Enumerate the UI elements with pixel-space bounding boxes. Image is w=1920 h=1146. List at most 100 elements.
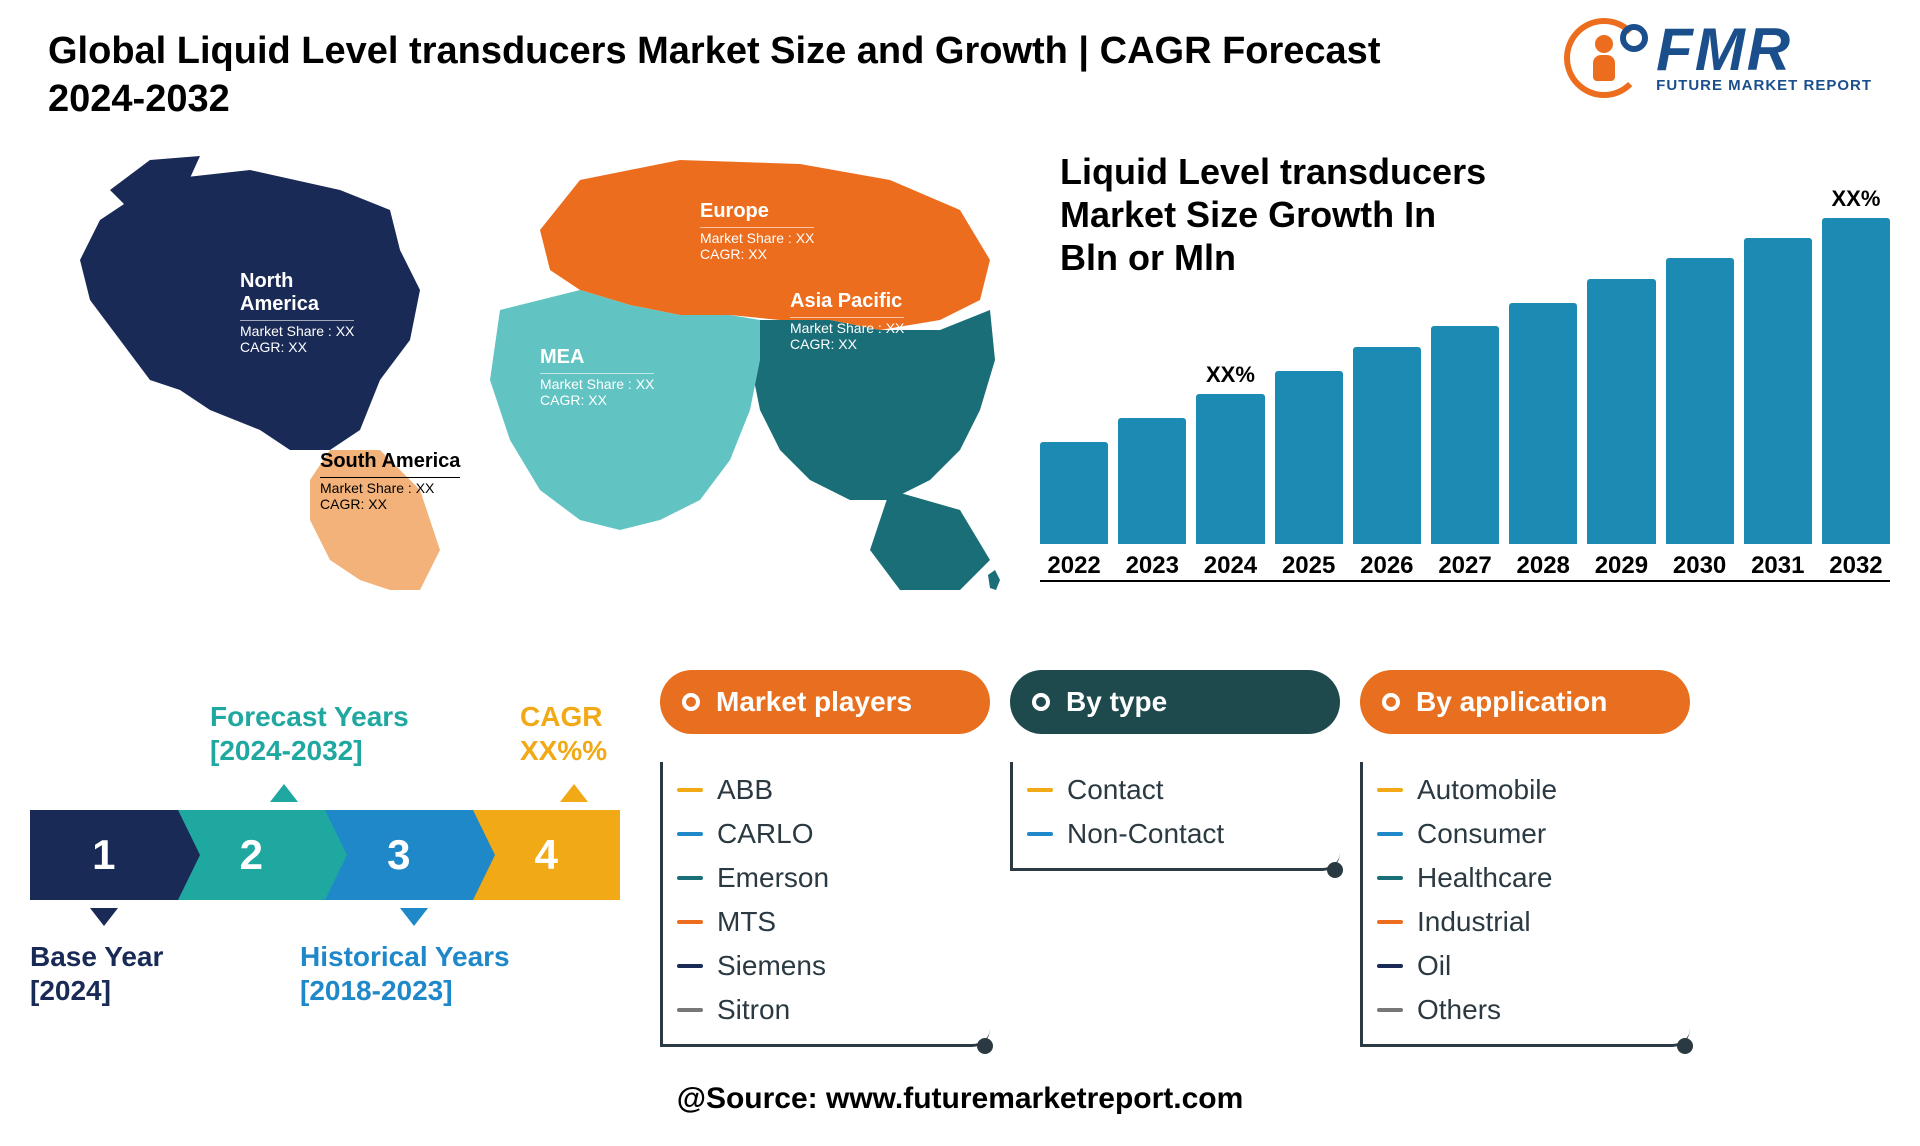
timeline-label-1: CAGRXX%% — [520, 700, 607, 767]
pill-title: By type — [1066, 686, 1167, 718]
list-item: Non-Contact — [1027, 812, 1340, 856]
region-label-sa: South AmericaMarket Share : XXCAGR: XX — [320, 450, 460, 512]
pill-header-2: By application — [1360, 670, 1690, 734]
timeline-arrow-3 — [400, 908, 428, 926]
bar-label-2025: 2025 — [1282, 552, 1335, 580]
list-item: Sitron — [677, 988, 990, 1032]
pill-list-1: Contact Non-Contact — [1010, 762, 1340, 871]
page-title: Global Liquid Level transducers Market S… — [48, 28, 1380, 123]
bar-2029: 2029 — [1587, 251, 1655, 580]
pill-dot-icon — [1032, 693, 1050, 711]
list-item-label: Sitron — [717, 994, 790, 1026]
bar-annot-2032: XX% — [1832, 186, 1881, 212]
list-item: Others — [1377, 988, 1690, 1032]
region-label-eu: EuropeMarket Share : XXCAGR: XX — [700, 200, 814, 262]
list-item-label: Industrial — [1417, 906, 1531, 938]
list-item-label: Contact — [1067, 774, 1164, 806]
tick-icon — [677, 964, 703, 968]
bar-2023: 2023 — [1118, 390, 1186, 580]
tick-icon — [1027, 788, 1053, 792]
title-line-2: 2024-2032 — [48, 78, 230, 120]
tick-icon — [1377, 1008, 1403, 1012]
pill-title: By application — [1416, 686, 1607, 718]
chart-baseline — [1040, 580, 1890, 582]
bar-label-2030: 2030 — [1673, 552, 1726, 580]
bar-2022: 2022 — [1040, 414, 1108, 580]
title-line-1: Global Liquid Level transducers Market S… — [48, 30, 1380, 72]
logo-text-small: FUTURE MARKET REPORT — [1656, 77, 1872, 94]
list-item: CARLO — [677, 812, 990, 856]
bar-label-2028: 2028 — [1517, 552, 1570, 580]
tick-icon — [1377, 832, 1403, 836]
tick-icon — [677, 876, 703, 880]
pill-block-1: By type Contact Non-Contact — [1010, 670, 1340, 871]
timeline-arrow-0 — [270, 784, 298, 802]
pill-block-2: By application Automobile Consumer Healthca… — [1360, 670, 1690, 1047]
timeline-step-4: 4 — [473, 810, 621, 900]
list-item: MTS — [677, 900, 990, 944]
bar-chart: 20222023XX%20242025202620272028202920302… — [1040, 200, 1890, 580]
list-item: Healthcare — [1377, 856, 1690, 900]
bar-2030: 2030 — [1666, 230, 1734, 580]
pill-title: Market players — [716, 686, 912, 718]
timeline-step-2: 2 — [178, 810, 326, 900]
pill-list-2: Automobile Consumer Healthcare Industrial Oi… — [1360, 762, 1690, 1047]
timeline-step-1: 1 — [30, 810, 178, 900]
bar-label-2024: 2024 — [1204, 552, 1257, 580]
list-item: ABB — [677, 768, 990, 812]
list-item: Industrial — [1377, 900, 1690, 944]
timeline-label-0: Forecast Years[2024-2032] — [210, 700, 409, 767]
list-item-label: Siemens — [717, 950, 826, 982]
world-map: NorthAmericaMarket Share : XXCAGR: XX Sou… — [60, 150, 1000, 590]
tick-icon — [677, 788, 703, 792]
list-item-label: Automobile — [1417, 774, 1557, 806]
bar-label-2023: 2023 — [1126, 552, 1179, 580]
list-item-label: Healthcare — [1417, 862, 1552, 894]
timeline-label-2: Base Year[2024] — [30, 940, 163, 1007]
tick-icon — [1027, 832, 1053, 836]
timeline-steps: 1234 — [30, 810, 620, 900]
region-label-ap: Asia PacificMarket Share : XXCAGR: XX — [790, 290, 904, 352]
region-nz — [988, 570, 1000, 590]
tick-icon — [677, 832, 703, 836]
pill-dot-icon — [1382, 693, 1400, 711]
bar-label-2029: 2029 — [1595, 552, 1648, 580]
bar-2027: 2027 — [1431, 298, 1499, 580]
region-label-na: NorthAmericaMarket Share : XXCAGR: XX — [240, 270, 354, 355]
list-item: Oil — [1377, 944, 1690, 988]
timeline-arrow-1 — [560, 784, 588, 802]
bar-2032: XX% 2032 — [1822, 186, 1890, 580]
list-item: Automobile — [1377, 768, 1690, 812]
region-label-mea: MEAMarket Share : XXCAGR: XX — [540, 346, 654, 408]
list-item-label: MTS — [717, 906, 776, 938]
bar-2026: 2026 — [1353, 319, 1421, 580]
list-item-label: Others — [1417, 994, 1501, 1026]
list-item: Siemens — [677, 944, 990, 988]
list-item: Consumer — [1377, 812, 1690, 856]
region-mea — [490, 290, 760, 530]
list-item-label: Emerson — [717, 862, 829, 894]
list-item: Emerson — [677, 856, 990, 900]
tick-icon — [677, 920, 703, 924]
list-item-label: Consumer — [1417, 818, 1546, 850]
source-attribution: @Source: www.futuremarketreport.com — [677, 1082, 1244, 1116]
pill-block-0: Market players ABB CARLO Emerson MTS Siemens S… — [660, 670, 990, 1047]
timeline-step-3: 3 — [325, 810, 473, 900]
tick-icon — [677, 1008, 703, 1012]
list-item: Contact — [1027, 768, 1340, 812]
pill-header-0: Market players — [660, 670, 990, 734]
bar-label-2027: 2027 — [1438, 552, 1491, 580]
pill-list-0: ABB CARLO Emerson MTS Siemens Sitron — [660, 762, 990, 1047]
timeline-label-3: Historical Years[2018-2023] — [300, 940, 510, 1007]
pill-header-1: By type — [1010, 670, 1340, 734]
list-item-label: ABB — [717, 774, 773, 806]
logo-mark — [1564, 18, 1644, 98]
logo-text-big: FMR — [1656, 23, 1872, 77]
world-map-svg — [60, 150, 1000, 590]
bar-label-2026: 2026 — [1360, 552, 1413, 580]
tick-icon — [1377, 788, 1403, 792]
tick-icon — [1377, 964, 1403, 968]
bar-2025: 2025 — [1275, 343, 1343, 580]
tick-icon — [1377, 876, 1403, 880]
bar-label-2032: 2032 — [1829, 552, 1882, 580]
